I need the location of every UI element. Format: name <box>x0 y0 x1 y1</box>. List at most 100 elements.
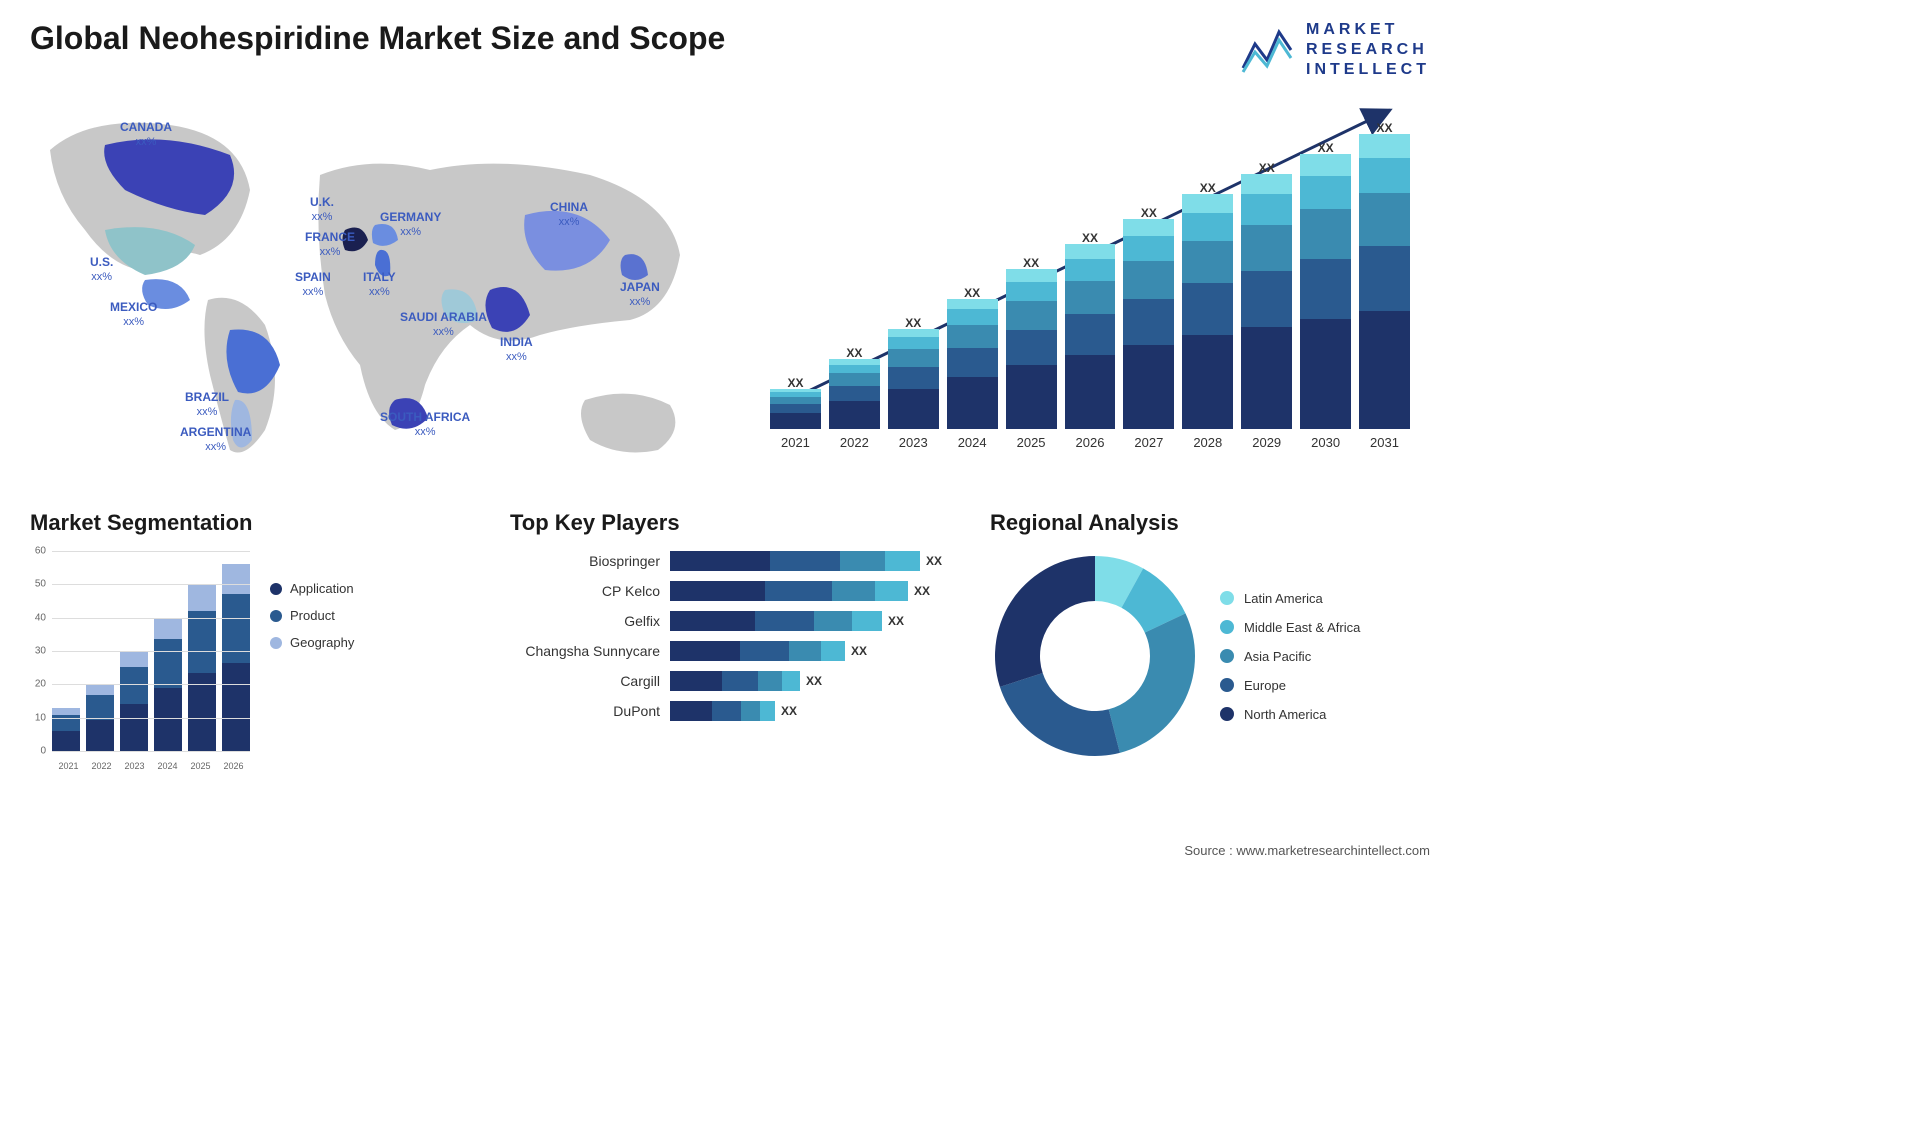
legend-item: Product <box>270 608 354 623</box>
legend-dot <box>270 583 282 595</box>
gridline <box>52 551 250 552</box>
legend-dot <box>1220 678 1234 692</box>
player-row: DuPontXX <box>510 701 950 721</box>
player-bar-segment <box>821 641 846 661</box>
regional-legend-item: Middle East & Africa <box>1220 620 1360 635</box>
bar-segment <box>829 365 880 373</box>
player-bar-segment <box>712 701 741 721</box>
bar-segment <box>947 377 998 429</box>
seg-segment <box>120 651 148 667</box>
legend-dot <box>270 637 282 649</box>
player-bar-segment <box>885 551 920 571</box>
bar-segment <box>1182 241 1233 283</box>
player-bar-segment <box>670 701 712 721</box>
gridline <box>52 718 250 719</box>
country-label: SPAINxx% <box>295 270 331 300</box>
regional-legend-item: Asia Pacific <box>1220 649 1360 664</box>
player-bar <box>670 701 775 721</box>
player-value-label: XX <box>851 644 867 658</box>
donut-chart <box>990 551 1200 761</box>
legend-dot <box>1220 707 1234 721</box>
country-label: GERMANYxx% <box>380 210 441 240</box>
player-bar-segment <box>765 581 832 601</box>
bar-segment <box>829 386 880 401</box>
bar-segment <box>947 348 998 377</box>
legend-dot <box>1220 591 1234 605</box>
seg-x-label: 2025 <box>184 761 217 771</box>
seg-segment <box>222 663 250 751</box>
y-tick: 0 <box>40 746 46 757</box>
y-tick: 20 <box>35 679 46 690</box>
legend-label: North America <box>1244 707 1326 722</box>
bar-segment <box>1359 193 1410 246</box>
bar-segment <box>1182 194 1233 213</box>
players-list: BiospringerXXCP KelcoXXGelfixXXChangsha … <box>510 551 950 721</box>
player-bar-segment <box>755 611 814 631</box>
bar-segment <box>1182 213 1233 241</box>
player-name: CP Kelco <box>510 583 660 599</box>
logo-line2: RESEARCH <box>1306 40 1430 60</box>
player-row: GelfixXX <box>510 611 950 631</box>
bottom-row: Market Segmentation 0102030405060 202120… <box>30 510 1430 771</box>
bar-segment <box>1065 314 1116 355</box>
bar-segment <box>1065 355 1116 429</box>
y-tick: 10 <box>35 712 46 723</box>
bar-segment <box>888 389 939 429</box>
player-bar <box>670 641 845 661</box>
bar-segment <box>1359 158 1410 193</box>
bar-col: XX2025 <box>1006 269 1057 450</box>
regional-section: Regional Analysis Latin AmericaMiddle Ea… <box>990 510 1430 771</box>
player-bar-segment <box>670 551 770 571</box>
player-bar <box>670 551 920 571</box>
logo-text: MARKET RESEARCH INTELLECT <box>1306 20 1430 80</box>
brand-logo: MARKET RESEARCH INTELLECT <box>1241 20 1430 80</box>
bar-segment <box>1182 283 1233 335</box>
bar-segment <box>1300 209 1351 259</box>
player-value-label: XX <box>926 554 942 568</box>
player-row: CargillXX <box>510 671 950 691</box>
player-bar-segment <box>852 611 882 631</box>
player-bar-segment <box>741 701 760 721</box>
segmentation-section: Market Segmentation 0102030405060 202120… <box>30 510 470 771</box>
donut-slice <box>995 556 1095 687</box>
bar-segment <box>1300 259 1351 320</box>
player-bar <box>670 671 800 691</box>
bar-year-label: 2024 <box>958 435 987 450</box>
legend-label: Middle East & Africa <box>1244 620 1360 635</box>
seg-segment <box>188 584 216 611</box>
bar-segment <box>1182 335 1233 429</box>
gridline <box>52 651 250 652</box>
bar-col: XX2027 <box>1123 219 1174 450</box>
seg-x-label: 2024 <box>151 761 184 771</box>
legend-item: Geography <box>270 635 354 650</box>
bar-segment <box>1241 174 1292 194</box>
bar-segment <box>888 337 939 349</box>
seg-segment <box>86 720 114 751</box>
legend-label: Geography <box>290 635 354 650</box>
seg-x-label: 2022 <box>85 761 118 771</box>
world-map-panel: CANADAxx%U.S.xx%MEXICOxx%BRAZILxx%ARGENT… <box>30 100 720 480</box>
header: Global Neohespiridine Market Size and Sc… <box>30 20 1430 80</box>
seg-segment <box>86 695 114 720</box>
segmentation-chart: 0102030405060 202120222023202420252026 A… <box>30 551 470 771</box>
bar-year-label: 2029 <box>1252 435 1281 450</box>
bar-segment <box>1123 261 1174 299</box>
y-tick: 40 <box>35 612 46 623</box>
bar-col: XX2021 <box>770 389 821 450</box>
bar-value-label: XX <box>1200 181 1216 195</box>
seg-segment <box>154 618 182 639</box>
country-label: ITALYxx% <box>363 270 396 300</box>
seg-x-label: 2026 <box>217 761 250 771</box>
bar-segment <box>770 397 821 404</box>
bar-segment <box>1006 282 1057 301</box>
regional-title: Regional Analysis <box>990 510 1430 536</box>
bar-col: XX2026 <box>1065 244 1116 450</box>
seg-segment <box>120 667 148 704</box>
player-value-label: XX <box>914 584 930 598</box>
seg-segment <box>52 731 80 751</box>
bar-segment <box>947 325 998 348</box>
seg-x-label: 2023 <box>118 761 151 771</box>
bar-year-label: 2025 <box>1017 435 1046 450</box>
bar-year-label: 2028 <box>1193 435 1222 450</box>
seg-segment <box>222 564 250 594</box>
